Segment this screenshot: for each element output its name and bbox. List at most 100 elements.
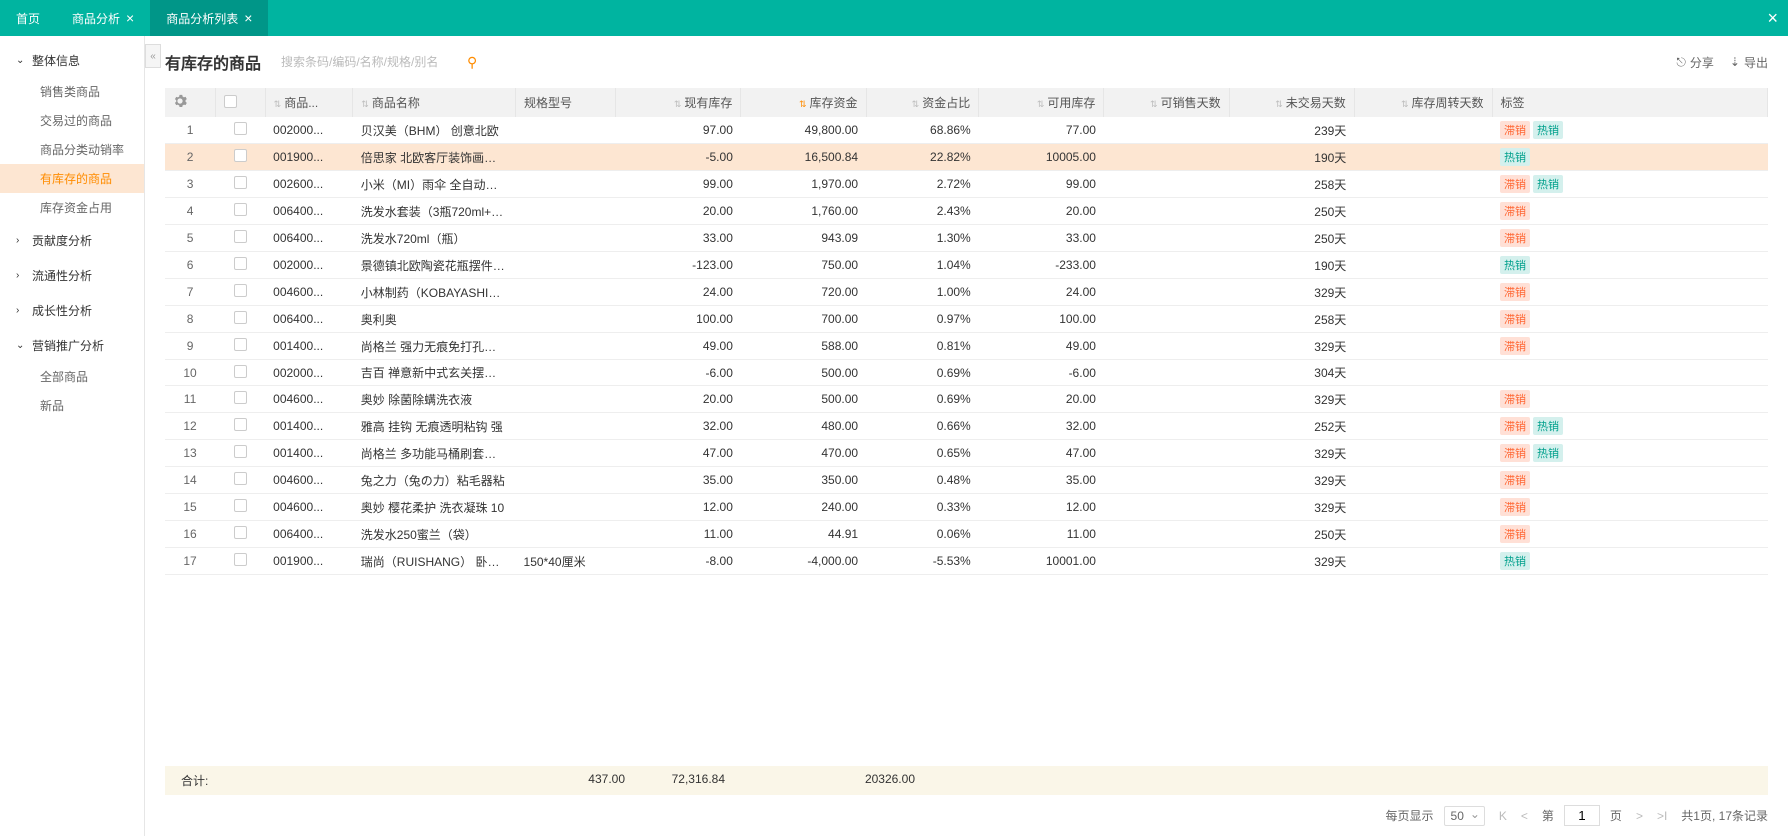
nav-group-title[interactable]: ›成长性分析 [0,294,144,327]
total-cell [1023,772,1123,789]
cell-tags: 滞销 [1492,386,1768,413]
row-checkbox[interactable] [234,122,247,135]
tab-home[interactable]: 首页 [0,0,56,36]
col-code[interactable]: ⇅商品... [265,88,353,117]
row-checkbox[interactable] [234,338,247,351]
table-row[interactable]: 6002000...景德镇北欧陶瓷花瓶摆件 优-123.00750.001.04… [165,252,1768,279]
row-checkbox[interactable] [234,472,247,485]
cell-tags: 热销 [1492,252,1768,279]
table-row[interactable]: 2001900...倍思家 北欧客厅装饰画卧室-5.0016,500.8422.… [165,144,1768,171]
cell-no-trade: 329天 [1229,333,1354,360]
col-avail[interactable]: ⇅可用库存 [979,88,1104,117]
table-row[interactable]: 13001400...尚格兰 多功能马桶刷套装 马47.00470.000.65… [165,440,1768,467]
col-sale-days[interactable]: ⇅可销售天数 [1104,88,1229,117]
cell-avail: 10001.00 [979,548,1104,575]
row-checkbox[interactable] [234,284,247,297]
table-row[interactable]: 9001400...尚格兰 强力无痕免打孔浴室49.00588.000.81%4… [165,333,1768,360]
tab-product-analysis[interactable]: 商品分析 × [56,0,150,36]
col-spec[interactable]: 规格型号 [516,88,616,117]
select-all-checkbox[interactable] [224,95,237,108]
nav-group-title[interactable]: ⌄整体信息 [0,44,144,77]
export-button[interactable]: ⇣ 导出 [1730,54,1768,71]
table-row[interactable]: 16006400...洗发水250蜜兰（袋）11.0044.910.06%11.… [165,521,1768,548]
row-checkbox[interactable] [234,311,247,324]
cell-spec [516,413,616,440]
table-row[interactable]: 4006400...洗发水套装（3瓶720ml+1）20.001,760.002… [165,198,1768,225]
pagination: 每页显示 50 K < 第 页 > >I 共1页, 17条记录 [145,795,1788,836]
row-checkbox[interactable] [234,365,247,378]
col-turnover[interactable]: ⇅库存周转天数 [1354,88,1492,117]
row-checkbox[interactable] [234,176,247,189]
row-checkbox[interactable] [234,553,247,566]
cell-stock: 49.00 [616,333,741,360]
row-checkbox[interactable] [234,230,247,243]
prev-page-button[interactable]: < [1517,809,1532,823]
row-checkbox[interactable] [234,391,247,404]
table-row[interactable]: 7004600...小林制药（KOBAYASHI）E24.00720.001.0… [165,279,1768,306]
cell-fund: 500.00 [741,360,866,386]
nav-item[interactable]: 交易过的商品 [0,106,144,135]
row-checkbox[interactable] [234,203,247,216]
col-settings[interactable] [165,88,215,117]
table-row[interactable]: 3002600...小米（MI）雨伞 全自动折叠99.001,970.002.7… [165,171,1768,198]
cell-code: 006400... [265,225,353,252]
table-row[interactable]: 5006400...洗发水720ml（瓶）33.00943.091.30%33.… [165,225,1768,252]
last-page-button[interactable]: >I [1653,809,1671,823]
search-icon[interactable]: ⚲ [467,54,477,71]
tag-badge: 滞销 [1500,310,1530,328]
cell-stock: -8.00 [616,548,741,575]
row-checkbox[interactable] [234,149,247,162]
table-row[interactable]: 14004600...兔之力（兔の力）粘毛器粘35.00350.000.48%3… [165,467,1768,494]
nav-item[interactable]: 全部商品 [0,362,144,391]
cell-sale-days [1104,413,1229,440]
table-row[interactable]: 11004600...奥妙 除菌除螨洗衣液20.00500.000.69%20.… [165,386,1768,413]
row-checkbox[interactable] [234,418,247,431]
nav-group-label: 贡献度分析 [32,232,92,249]
next-page-button[interactable]: > [1632,809,1647,823]
nav-item[interactable]: 销售类商品 [0,77,144,106]
close-icon[interactable]: × [126,10,134,26]
nav-item[interactable]: 商品分类动销率 [0,135,144,164]
nav-item[interactable]: 新品 [0,391,144,420]
col-fund[interactable]: ⇅库存资金 [741,88,866,117]
first-page-button[interactable]: K [1495,809,1511,823]
row-checkbox[interactable] [234,526,247,539]
cell-turnover [1354,521,1492,548]
nav-group-title[interactable]: ›流通性分析 [0,259,144,292]
cell-spec [516,252,616,279]
row-index: 13 [165,440,215,467]
table-row[interactable]: 17001900...瑞尚（RUISHANG） 卧室装150*40厘米-8.00… [165,548,1768,575]
chevron-down-icon: ⌄ [16,340,26,351]
gear-icon[interactable] [173,94,187,108]
close-all-icon[interactable]: × [1767,8,1778,29]
table-row[interactable]: 8006400...奥利奥100.00700.000.97%100.00258天… [165,306,1768,333]
nav-item[interactable]: 有库存的商品 [0,164,144,193]
search-input[interactable] [281,55,461,69]
col-pct[interactable]: ⇅资金占比 [866,88,979,117]
col-stock[interactable]: ⇅现有库存 [616,88,741,117]
col-tags[interactable]: 标签 [1492,88,1768,117]
table-row[interactable]: 1002000...贝汉美（BHM） 创意北欧97.0049,800.0068.… [165,117,1768,144]
table-row[interactable]: 12001400...雅高 挂钩 无痕透明粘钩 强32.00480.000.66… [165,413,1768,440]
row-checkbox[interactable] [234,257,247,270]
cell-code: 002000... [265,252,353,279]
table-row[interactable]: 10002000...吉百 禅意新中式玄关摆件套-6.00500.000.69%… [165,360,1768,386]
table-row[interactable]: 15004600...奥妙 樱花柔护 洗衣凝珠 1012.00240.000.3… [165,494,1768,521]
cell-tags: 滞销 [1492,225,1768,252]
page-input[interactable] [1564,805,1600,826]
cell-turnover [1354,360,1492,386]
page-size-select[interactable]: 50 [1444,806,1485,826]
row-checkbox[interactable] [234,445,247,458]
close-icon[interactable]: × [244,10,252,26]
col-select-all[interactable] [215,88,265,117]
nav-group-title[interactable]: ⌄营销推广分析 [0,329,144,362]
collapse-sidebar-button[interactable]: « [145,44,161,68]
nav-group-title[interactable]: ›贡献度分析 [0,224,144,257]
col-name[interactable]: ⇅商品名称 [353,88,516,117]
share-button[interactable]: ⎋ 分享 [1676,54,1714,71]
tab-product-analysis-list[interactable]: 商品分析列表 × [150,0,268,36]
row-checkbox[interactable] [234,499,247,512]
cell-stock: -6.00 [616,360,741,386]
col-no-trade[interactable]: ⇅未交易天数 [1229,88,1354,117]
nav-item[interactable]: 库存资金占用 [0,193,144,222]
